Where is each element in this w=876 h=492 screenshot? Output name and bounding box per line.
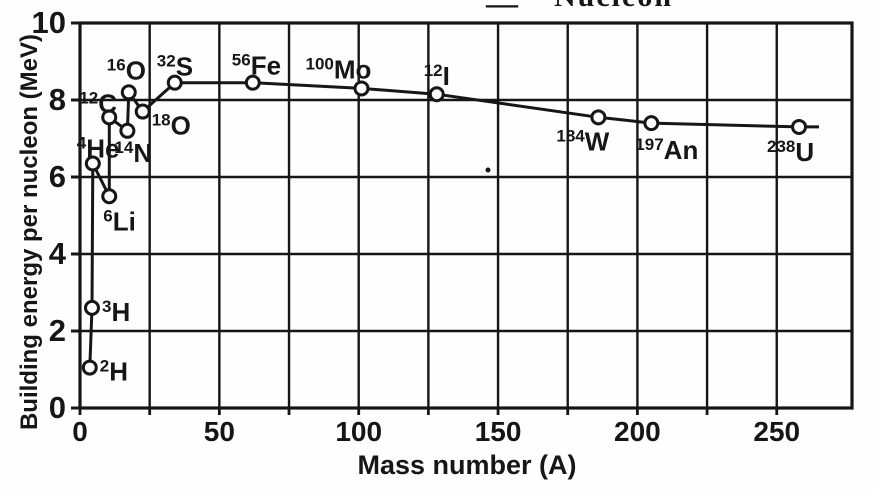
isotope-label: 18O xyxy=(152,111,191,141)
isotope-label: 56Fe xyxy=(232,51,281,81)
isotope-label: 16O xyxy=(107,55,146,85)
isotope-mass-superscript: 32 xyxy=(157,52,176,71)
isotope-label: 12I xyxy=(424,61,450,91)
data-point-marker xyxy=(81,359,98,376)
isotope-mass-superscript: 2 xyxy=(100,357,109,376)
data-point-marker xyxy=(353,80,370,97)
isotope-symbol: U xyxy=(795,137,814,167)
isotope-mass-superscript: 16 xyxy=(107,55,126,74)
data-point-marker xyxy=(244,74,261,91)
x-tick-label: 200 xyxy=(614,416,661,447)
data-point-marker xyxy=(791,118,808,135)
isotope-label: 238U xyxy=(767,137,814,167)
isotope-label: 184W xyxy=(556,126,609,156)
plot-frame xyxy=(78,21,854,410)
stray-ink-mark xyxy=(485,167,491,173)
isotope-mass-superscript: 100 xyxy=(306,54,334,73)
isotope-mass-superscript: 56 xyxy=(232,51,251,70)
cropped-heading-text: Nucleon xyxy=(554,0,673,12)
binding-energy-curve xyxy=(88,81,819,368)
data-point-marker xyxy=(119,122,136,139)
x-tick-label: 150 xyxy=(475,416,522,447)
x-tick-label: 0 xyxy=(72,416,88,447)
data-point-marker xyxy=(590,109,607,126)
data-point-marker xyxy=(84,155,101,172)
y-tick-label: 4 xyxy=(49,236,67,271)
isotope-label: 12C xyxy=(79,88,117,118)
isotope-label: 32S xyxy=(157,52,193,82)
isotope-label: 3H xyxy=(102,297,130,327)
y-axis-title: Building energy per nucleon (MeV) xyxy=(16,33,43,431)
isotope-symbol: O xyxy=(171,111,191,141)
x-tick-label: 250 xyxy=(753,416,800,447)
isotope-symbol: H xyxy=(109,357,128,387)
cropped-heading-dash: — xyxy=(486,0,518,12)
isotope-symbol: N xyxy=(133,138,152,168)
isotope-label: 100Mo xyxy=(306,54,372,84)
y-tick-label: 6 xyxy=(49,159,66,194)
y-tick-label: 8 xyxy=(49,82,66,117)
isotope-label: 6Li xyxy=(103,206,136,236)
isotope-mass-superscript: 6 xyxy=(103,206,112,225)
x-axis-title: Mass number (A) xyxy=(357,450,577,480)
isotope-label: 14N xyxy=(114,138,152,168)
isotope-symbol: H xyxy=(111,297,130,327)
isotope-symbol: I xyxy=(443,61,450,91)
data-point-marker xyxy=(428,86,445,103)
isotope-mass-superscript: 12 xyxy=(79,88,98,107)
isotope-symbol: An xyxy=(664,135,699,165)
isotope-mass-superscript: 197 xyxy=(635,135,663,154)
data-point-marker xyxy=(643,115,660,132)
y-tick-label: 0 xyxy=(49,390,66,425)
isotope-mass-superscript: 4 xyxy=(77,134,87,153)
isotope-mass-superscript: 3 xyxy=(102,297,111,316)
isotope-label: 2H xyxy=(100,357,128,387)
isotope-symbol: O xyxy=(126,55,146,85)
isotope-label: 197An xyxy=(635,135,698,165)
isotope-symbol: S xyxy=(176,52,193,82)
cropped-page-heading: — Nucleon xyxy=(0,0,876,12)
x-tick-label: 50 xyxy=(204,416,235,447)
data-point-marker xyxy=(101,188,118,205)
isotope-symbol: C xyxy=(98,88,117,118)
data-point-marker xyxy=(134,103,151,120)
data-point-marker xyxy=(120,84,137,101)
isotope-symbol: He xyxy=(86,134,119,164)
isotope-symbol: Mo xyxy=(334,54,372,84)
isotope-mass-superscript: 14 xyxy=(114,138,133,157)
y-tick-label: 10 xyxy=(32,5,66,40)
isotope-mass-superscript: 12 xyxy=(424,61,443,80)
data-point-marker xyxy=(83,299,100,316)
isotope-mass-superscript: 184 xyxy=(556,126,585,145)
data-point-marker xyxy=(101,109,118,126)
isotope-symbol: W xyxy=(585,126,610,156)
isotope-label: 4He xyxy=(77,134,120,164)
isotope-mass-superscript: 238 xyxy=(767,137,795,156)
isotope-symbol: Fe xyxy=(251,51,281,81)
y-tick-label: 2 xyxy=(49,313,66,348)
x-tick-label: 100 xyxy=(335,416,382,447)
data-point-marker xyxy=(166,74,183,91)
isotope-symbol: Li xyxy=(113,206,136,236)
isotope-mass-superscript: 18 xyxy=(152,111,171,130)
